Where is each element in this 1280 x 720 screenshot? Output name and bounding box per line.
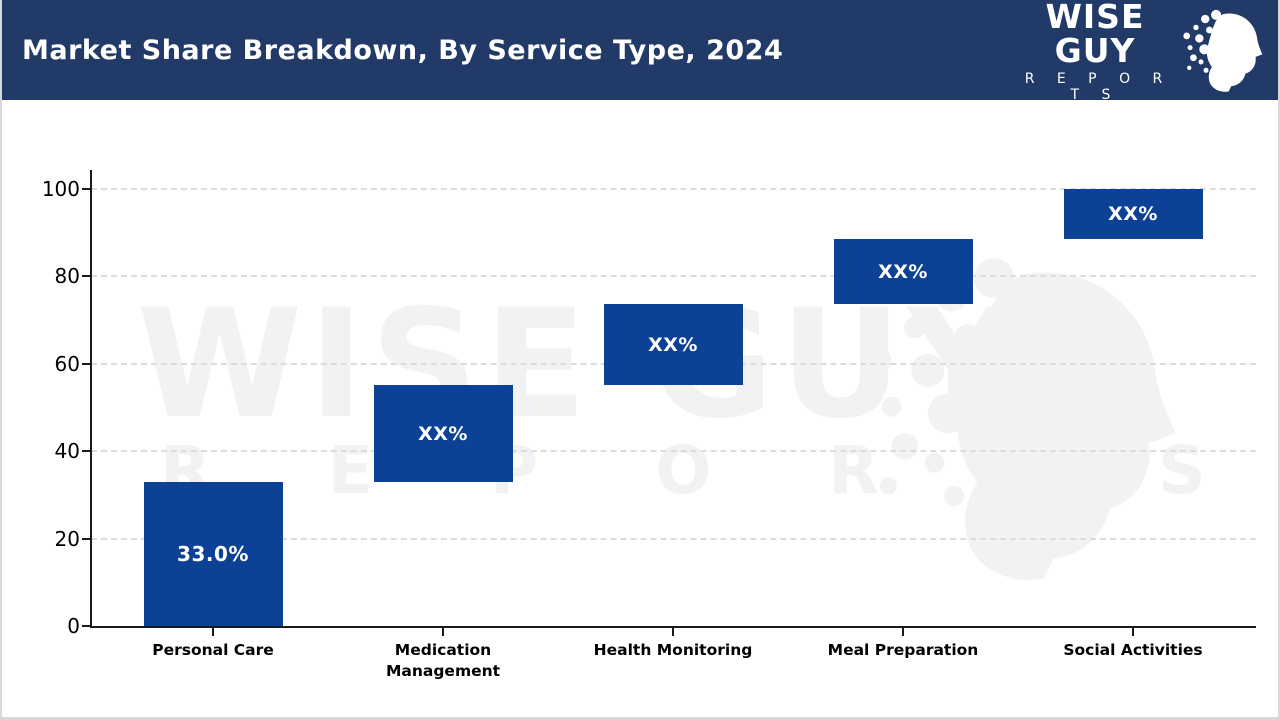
bar-value-label: XX% — [418, 422, 468, 445]
x-axis-spine — [90, 626, 1256, 628]
logo-subtitle: R E P O R T S — [1024, 70, 1172, 103]
gridline — [91, 187, 1256, 190]
x-category-label: Health Monitoring — [593, 641, 753, 659]
bar-medication-management: XX% — [373, 385, 513, 482]
x-category-label: Personal Care — [152, 641, 274, 659]
y-tick-label: 80 — [54, 264, 80, 288]
gridline — [91, 450, 1256, 452]
y-tick-mark — [82, 625, 90, 627]
x-category-label: Social Activities — [1063, 641, 1203, 659]
bar-health-monitoring: XX% — [603, 304, 743, 386]
watermark-head-icon — [865, 258, 1176, 581]
x-tick-mark — [212, 628, 214, 636]
y-axis-spine — [90, 170, 92, 628]
bar-social-activities: XX% — [1063, 188, 1203, 239]
x-tick-mark — [1132, 628, 1134, 636]
bar-value-label: XX% — [648, 333, 698, 356]
x-tick-mark — [442, 628, 444, 636]
y-tick-label: 20 — [54, 526, 80, 551]
y-tick-mark — [82, 275, 90, 277]
bar-personal-care: 33.0% — [143, 481, 283, 626]
y-tick-label: 40 — [54, 439, 80, 463]
y-tick-label: 0 — [67, 614, 80, 638]
bar-value-label: XX% — [878, 260, 928, 283]
bar-value-label: 33.0% — [177, 541, 249, 566]
bar-value-label: XX% — [1108, 202, 1158, 225]
header-band: Market Share Breakdown, By Service Type,… — [2, 0, 1278, 103]
logo-text: WISE GUY R E P O R T S — [1014, 0, 1176, 103]
bar-meal-preparation: XX% — [833, 238, 973, 305]
logo-wordmark: WISE GUY — [1045, 0, 1145, 70]
y-tick-label: 60 — [54, 351, 80, 376]
gridline — [91, 537, 1256, 540]
x-category-label: Meal Preparation — [827, 641, 979, 659]
y-tick-mark — [82, 537, 90, 540]
wise-guy-reports-logo: WISE GUY R E P O R T S — [1014, 0, 1264, 103]
x-tick-mark — [902, 628, 904, 636]
y-tick-mark — [82, 362, 90, 365]
y-tick-mark — [82, 450, 90, 452]
chart-title: Market Share Breakdown, By Service Type,… — [22, 34, 784, 66]
y-tick-mark — [82, 187, 90, 190]
logo-head-icon — [1183, 9, 1263, 92]
x-category-label: Medication Management — [385, 641, 501, 680]
x-tick-mark — [672, 628, 674, 636]
gridline — [91, 275, 1256, 277]
y-tick-label: 100 — [41, 176, 80, 201]
